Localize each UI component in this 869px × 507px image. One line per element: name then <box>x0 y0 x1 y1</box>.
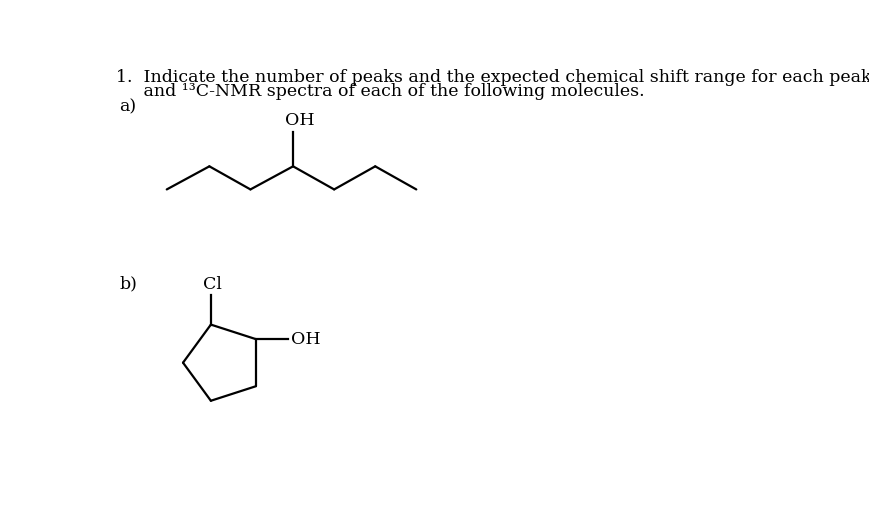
Text: 1.  Indicate the number of peaks and the expected chemical shift range for each : 1. Indicate the number of peaks and the … <box>116 69 869 86</box>
Text: OH: OH <box>291 331 321 348</box>
Text: OH: OH <box>285 113 315 129</box>
Text: a): a) <box>119 98 136 116</box>
Text: Cl: Cl <box>203 276 222 293</box>
Text: b): b) <box>119 276 137 293</box>
Text: and ¹³C-NMR spectra of each of the following molecules.: and ¹³C-NMR spectra of each of the follo… <box>116 83 645 100</box>
